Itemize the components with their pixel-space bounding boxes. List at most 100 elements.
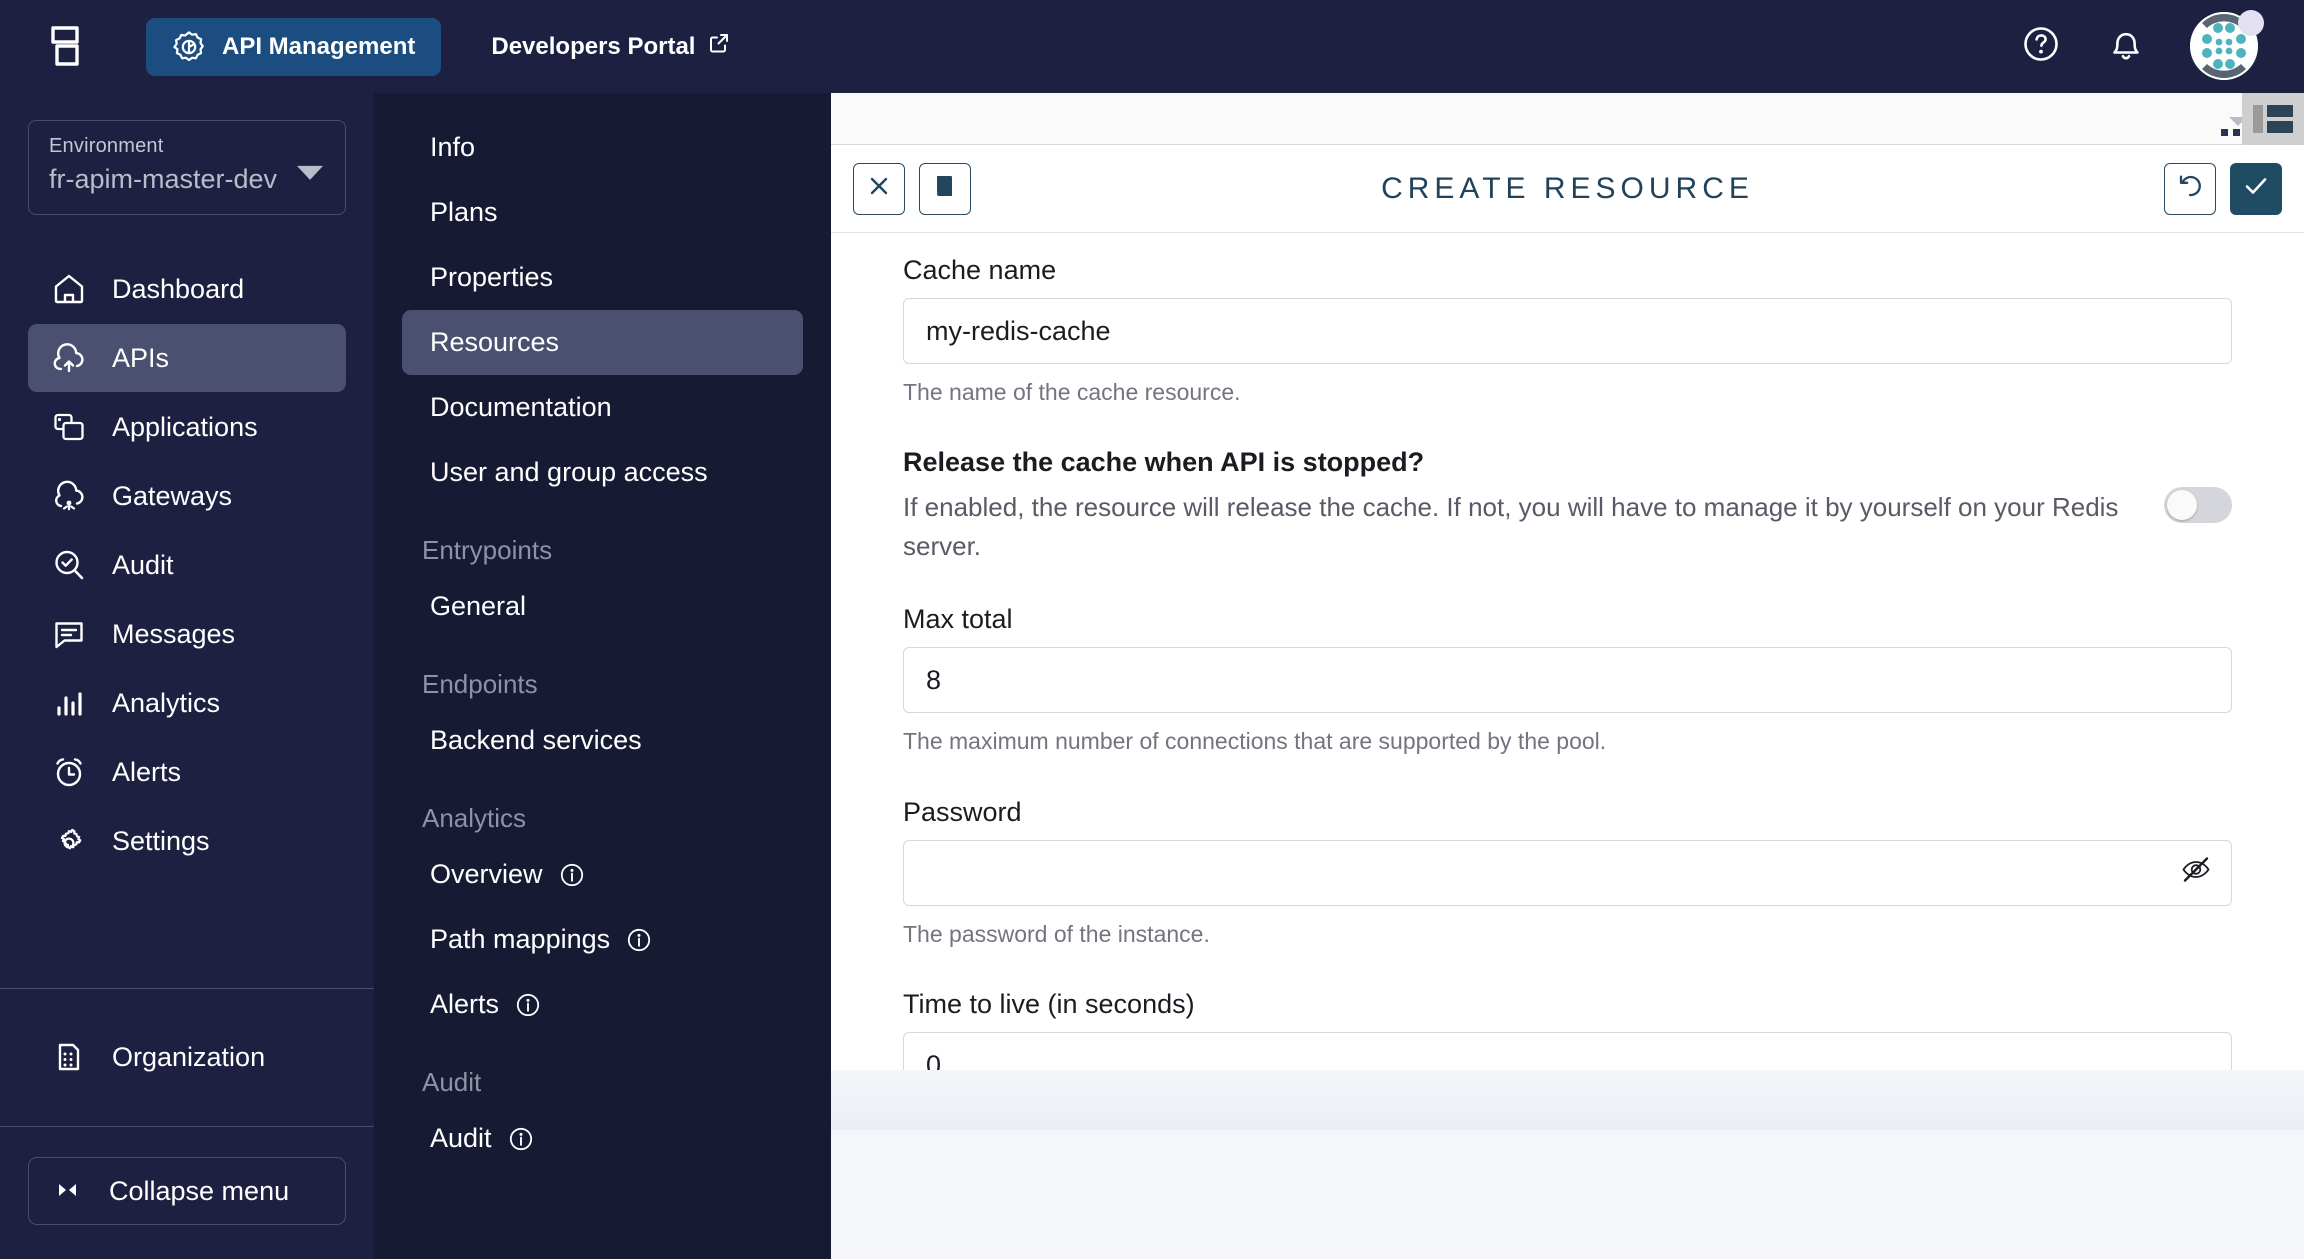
subnav-item-label: Backend services	[430, 725, 642, 755]
field-hint: The password of the instance.	[903, 920, 1210, 947]
sidebar-item-label: Gateways	[112, 480, 233, 511]
info-icon[interactable]	[559, 862, 585, 888]
subnav-group-analytics: Analytics	[402, 773, 803, 842]
time-to-live-input[interactable]: 0	[903, 1032, 2232, 1070]
subnav-item-label: Info	[430, 132, 476, 162]
bell-icon[interactable]	[2106, 23, 2146, 70]
primary-sidebar: Environment fr-apim-master-dev Dashboard	[0, 93, 374, 1259]
password-input[interactable]	[903, 839, 2232, 906]
main-panel: CREATE RESOURCE	[831, 93, 2304, 1259]
undo-icon	[2177, 173, 2203, 204]
windows-icon	[50, 408, 88, 446]
field-max-total: Max total 8 The maximum number of connec…	[903, 604, 2232, 758]
close-icon	[868, 175, 890, 202]
max-total-input[interactable]: 8	[903, 647, 2232, 714]
window-layout-bar-icon	[2253, 105, 2263, 133]
save-button[interactable]	[2230, 162, 2282, 215]
product-switch-api-management[interactable]: API Management	[146, 17, 442, 76]
subnav-item-backend-services[interactable]: Backend services	[402, 708, 803, 773]
chat-icon	[50, 615, 88, 653]
reset-button[interactable]	[2164, 162, 2216, 215]
sidebar-item-analytics[interactable]: Analytics	[28, 669, 346, 737]
sidebar-item-label: Audit	[112, 549, 174, 580]
scroll-down-caret-icon[interactable]	[2229, 117, 2247, 126]
sidebar-item-label: Dashboard	[112, 273, 245, 304]
sidebar-item-gateways[interactable]: Gateways	[28, 462, 346, 530]
home-icon	[50, 270, 88, 308]
toggle-knob	[2167, 490, 2197, 521]
sidebar-item-alerts[interactable]: Alerts	[28, 738, 346, 806]
top-bar-actions	[2020, 9, 2274, 82]
sidebar-organization-block: Organization	[0, 989, 374, 1126]
top-bar: API Management Developers Portal	[0, 0, 2304, 93]
sidebar-item-settings[interactable]: Settings	[28, 807, 346, 875]
developers-portal-label: Developers Portal	[491, 32, 696, 60]
subnav-item-user-and-group-access[interactable]: User and group access	[402, 440, 803, 505]
subnav-item-general[interactable]: General	[402, 574, 803, 639]
cache-name-input[interactable]: my-redis-cache	[903, 298, 2232, 364]
chevron-down-icon	[297, 165, 323, 180]
collapse-arrows-icon	[51, 1176, 85, 1207]
subnav-group-endpoints: Endpoints	[402, 639, 803, 708]
collapse-menu-button[interactable]: Collapse menu	[28, 1157, 346, 1225]
sidebar-item-label: Alerts	[112, 756, 182, 787]
subnav-item-audit[interactable]: Audit	[402, 1106, 803, 1171]
subnav-group-label: Audit	[422, 1067, 482, 1097]
field-hint: The name of the cache resource.	[903, 379, 1241, 405]
field-label: Max total	[903, 604, 1013, 635]
gravitee-logo-icon[interactable]	[42, 24, 88, 70]
spacer	[903, 570, 2232, 604]
info-icon[interactable]	[626, 927, 652, 953]
subnav-item-plans[interactable]: Plans	[402, 180, 803, 245]
subnav-group-audit: Audit	[402, 1037, 803, 1106]
release-cache-toggle[interactable]	[2164, 487, 2232, 524]
subnav-group-label: Analytics	[422, 803, 527, 833]
cloud-upload-icon	[50, 339, 88, 377]
field-time-to-live: Time to live (in seconds) 0 The maximum …	[903, 989, 2232, 1070]
subnav-item-overview[interactable]: Overview	[402, 842, 803, 907]
developers-portal-link[interactable]: Developers Portal	[491, 31, 731, 62]
external-link-icon	[707, 31, 731, 62]
product-switch-label: API Management	[222, 32, 416, 60]
sidebar-item-audit[interactable]: Audit	[28, 531, 346, 599]
subnav-item-path-mappings[interactable]: Path mappings	[402, 907, 803, 972]
sidebar-item-dashboard[interactable]: Dashboard	[28, 255, 346, 323]
header-left-actions	[853, 162, 971, 215]
subnav-item-documentation[interactable]: Documentation	[402, 375, 803, 440]
info-icon[interactable]	[508, 1126, 534, 1152]
sidebar-item-messages[interactable]: Messages	[28, 600, 346, 668]
avatar[interactable]	[2190, 9, 2264, 82]
sidebar-item-apis[interactable]: APIs	[28, 324, 346, 392]
sidebar-divider-bottom	[0, 1126, 374, 1127]
eye-slash-icon[interactable]	[2181, 856, 2211, 889]
sidebar-menu: Dashboard APIs	[0, 255, 374, 876]
subnav-item-label: Properties	[430, 262, 554, 292]
subnav-item-resources[interactable]: Resources	[402, 310, 803, 375]
subnav-item-label: Resources	[430, 327, 560, 357]
bar-chart-icon	[50, 684, 88, 722]
close-button[interactable]	[853, 162, 905, 215]
field-label: Release the cache when API is stopped?	[903, 447, 1425, 478]
environment-selector[interactable]: Environment fr-apim-master-dev	[28, 120, 346, 215]
field-description: If enabled, the resource will release th…	[903, 492, 2119, 562]
app-body: Environment fr-apim-master-dev Dashboard	[0, 93, 2304, 1259]
avatar-status-badge	[2238, 9, 2264, 36]
documentation-button[interactable]	[919, 162, 971, 215]
subnav-item-info[interactable]: Info	[402, 115, 803, 180]
field-label: Password	[903, 796, 1022, 827]
info-icon[interactable]	[515, 992, 541, 1018]
sidebar-item-organization[interactable]: Organization	[28, 1023, 346, 1091]
sidebar-item-label: Applications	[112, 411, 258, 442]
subnav-group-label: Endpoints	[422, 669, 538, 699]
book-icon	[932, 173, 958, 204]
panel-footer-area	[831, 1070, 2304, 1130]
subnav-item-properties[interactable]: Properties	[402, 245, 803, 310]
subnav-item-label: User and group access	[430, 457, 708, 487]
viewport-scroll-strip	[831, 93, 2304, 160]
subnav-item-alerts[interactable]: Alerts	[402, 972, 803, 1037]
window-layout-widget[interactable]	[2242, 93, 2304, 145]
sidebar-item-applications[interactable]: Applications	[28, 393, 346, 461]
sidebar-item-label: Organization	[112, 1041, 266, 1072]
help-circle-icon[interactable]	[2020, 23, 2062, 70]
input-value: my-redis-cache	[926, 315, 1111, 346]
